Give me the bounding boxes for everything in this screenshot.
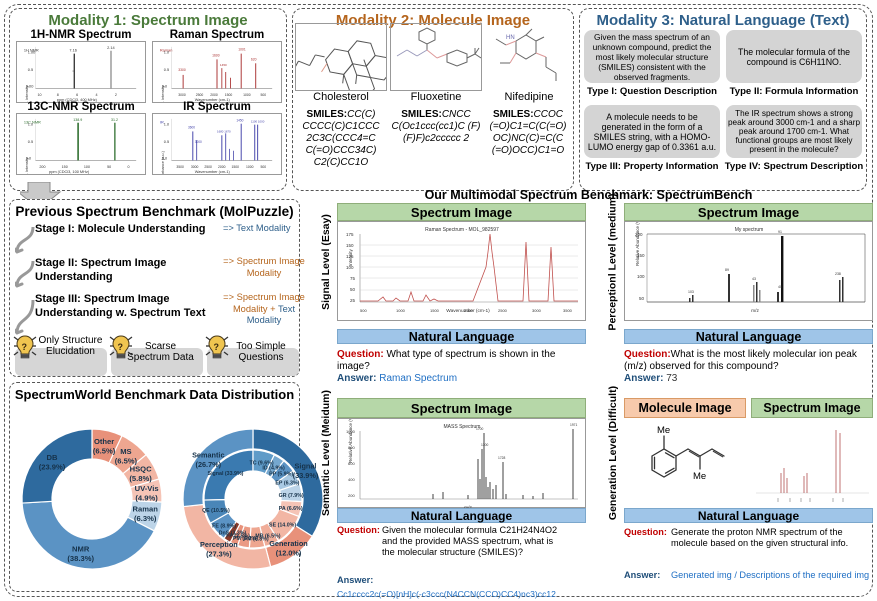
svg-text:(26.7%): (26.7%) xyxy=(196,460,222,469)
svg-text:40: 40 xyxy=(778,285,782,289)
svg-text:0.5: 0.5 xyxy=(164,67,169,72)
svg-text:(33.9%): (33.9%) xyxy=(293,471,319,480)
svg-text:500: 500 xyxy=(261,165,267,169)
svg-text:3600: 3600 xyxy=(188,126,195,130)
svg-text:(23.9%): (23.9%) xyxy=(39,462,66,471)
svg-text:?: ? xyxy=(214,342,220,352)
svg-text:Signal: Signal xyxy=(295,462,317,471)
svg-text:91: 91 xyxy=(778,230,782,234)
svg-text:Generation: Generation xyxy=(269,539,308,548)
svg-text:138.9: 138.9 xyxy=(73,118,82,122)
svg-text:50: 50 xyxy=(639,296,645,301)
svg-text:2: 2 xyxy=(115,93,117,97)
svg-text:1000: 1000 xyxy=(246,165,254,169)
svg-text:ppm (CDCl3, 100 MHz): ppm (CDCl3, 100 MHz) xyxy=(49,169,90,174)
svg-text:1680 1670: 1680 1670 xyxy=(217,129,231,133)
svg-text:HN: HN xyxy=(506,35,515,41)
svg-text:0.5: 0.5 xyxy=(28,139,33,144)
svg-text:2500: 2500 xyxy=(498,308,508,313)
svg-text:3500: 3500 xyxy=(563,308,573,313)
svg-text:NMR: NMR xyxy=(72,544,90,553)
svg-text:2000: 2000 xyxy=(464,308,474,313)
svg-text:1971: 1971 xyxy=(570,423,578,427)
svg-text:1450: 1450 xyxy=(236,119,243,123)
svg-text:GR (7.9%): GR (7.9%) xyxy=(279,493,304,499)
svg-text:(12.0%): (12.0%) xyxy=(276,548,302,557)
svg-text:PA (6.6%): PA (6.6%) xyxy=(279,506,303,512)
svg-text:1000: 1000 xyxy=(243,93,251,97)
svg-text:1100 1000: 1100 1000 xyxy=(251,120,265,124)
svg-text:Relative Abundance (%): Relative Abundance (%) xyxy=(635,222,640,266)
svg-text:1450: 1450 xyxy=(220,63,227,67)
svg-text:75: 75 xyxy=(350,276,356,281)
svg-text:50: 50 xyxy=(107,165,111,169)
svg-text:Semantic: Semantic xyxy=(192,450,224,459)
svg-text:ID (4.9%): ID (4.9%) xyxy=(262,466,285,472)
svg-text:Rel. Intensity: Rel. Intensity xyxy=(24,157,29,175)
svg-text:1300: 1300 xyxy=(481,443,489,447)
svg-text:Raman Spectrum - MOL_982597: Raman Spectrum - MOL_982597 xyxy=(425,227,499,233)
svg-text:Other: Other xyxy=(94,437,114,446)
svg-text:89: 89 xyxy=(725,268,729,272)
svg-text:7.16: 7.16 xyxy=(69,48,77,53)
svg-text:Me: Me xyxy=(693,471,706,482)
svg-text:SE (14.0%): SE (14.0%) xyxy=(269,523,296,529)
svg-text:Wavenumber (cm-1): Wavenumber (cm-1) xyxy=(195,169,231,174)
svg-text:(38.3%): (38.3%) xyxy=(67,554,94,563)
svg-text:25: 25 xyxy=(350,298,356,303)
svg-text:175: 175 xyxy=(346,232,354,237)
svg-text:Signal (33.9%): Signal (33.9%) xyxy=(208,471,244,477)
svg-text:QE (10.5%): QE (10.5%) xyxy=(202,508,230,514)
svg-text:m/z: m/z xyxy=(751,308,759,314)
svg-text:MS: MS xyxy=(120,447,131,456)
svg-text:1.0: 1.0 xyxy=(164,122,169,127)
svg-text:DnS (3.3%): DnS (3.3%) xyxy=(219,531,247,537)
svg-text:2.14: 2.14 xyxy=(107,45,115,50)
svg-text:1500: 1500 xyxy=(232,165,240,169)
svg-text:1700: 1700 xyxy=(476,427,484,431)
svg-text:DB: DB xyxy=(47,453,58,462)
svg-text:1500: 1500 xyxy=(430,308,440,313)
svg-text:3300: 3300 xyxy=(178,68,186,72)
svg-text:620: 620 xyxy=(251,57,257,61)
svg-text:(27.3%): (27.3%) xyxy=(206,549,232,558)
svg-text:43: 43 xyxy=(752,277,756,281)
svg-text:1001: 1001 xyxy=(238,48,246,52)
svg-text:3000: 3000 xyxy=(532,308,542,313)
svg-text:PP (5.9%): PP (5.9%) xyxy=(269,472,293,478)
svg-text:(6.5%): (6.5%) xyxy=(93,446,116,455)
svg-text:Me: Me xyxy=(657,425,670,436)
svg-text:1600: 1600 xyxy=(212,54,220,58)
svg-text:EP (6.3%): EP (6.3%) xyxy=(275,481,299,487)
svg-text:100: 100 xyxy=(637,274,645,279)
svg-text:0: 0 xyxy=(127,165,129,169)
svg-text:3000: 3000 xyxy=(178,93,186,97)
svg-text:0.5: 0.5 xyxy=(164,139,169,144)
svg-text:3500: 3500 xyxy=(176,165,184,169)
svg-text:1.00: 1.00 xyxy=(28,50,36,55)
svg-text:500: 500 xyxy=(261,93,267,97)
svg-text:?: ? xyxy=(118,342,124,352)
svg-text:3000: 3000 xyxy=(195,140,202,144)
svg-text:1.0: 1.0 xyxy=(28,122,33,127)
svg-text:200: 200 xyxy=(39,165,45,169)
svg-text:0.5: 0.5 xyxy=(28,67,33,72)
svg-text:1000: 1000 xyxy=(396,308,406,313)
svg-text:150: 150 xyxy=(346,243,354,248)
svg-text:?: ? xyxy=(22,342,28,352)
svg-text:1728: 1728 xyxy=(498,456,506,460)
svg-text:Intensity: Intensity xyxy=(348,248,353,266)
svg-text:103: 103 xyxy=(688,290,694,294)
svg-text:1.0: 1.0 xyxy=(164,50,169,55)
svg-text:31.2: 31.2 xyxy=(111,118,118,122)
svg-text:238: 238 xyxy=(835,272,841,276)
svg-text:My spectrum: My spectrum xyxy=(735,227,764,233)
svg-text:FE (8.9%): FE (8.9%) xyxy=(212,524,236,530)
svg-text:Absorbance (a.u.): Absorbance (a.u.) xyxy=(160,150,165,175)
svg-text:10: 10 xyxy=(37,93,41,97)
svg-text:MASS Spectrum: MASS Spectrum xyxy=(444,424,481,430)
svg-text:500: 500 xyxy=(360,308,367,313)
svg-text:50: 50 xyxy=(350,287,356,292)
